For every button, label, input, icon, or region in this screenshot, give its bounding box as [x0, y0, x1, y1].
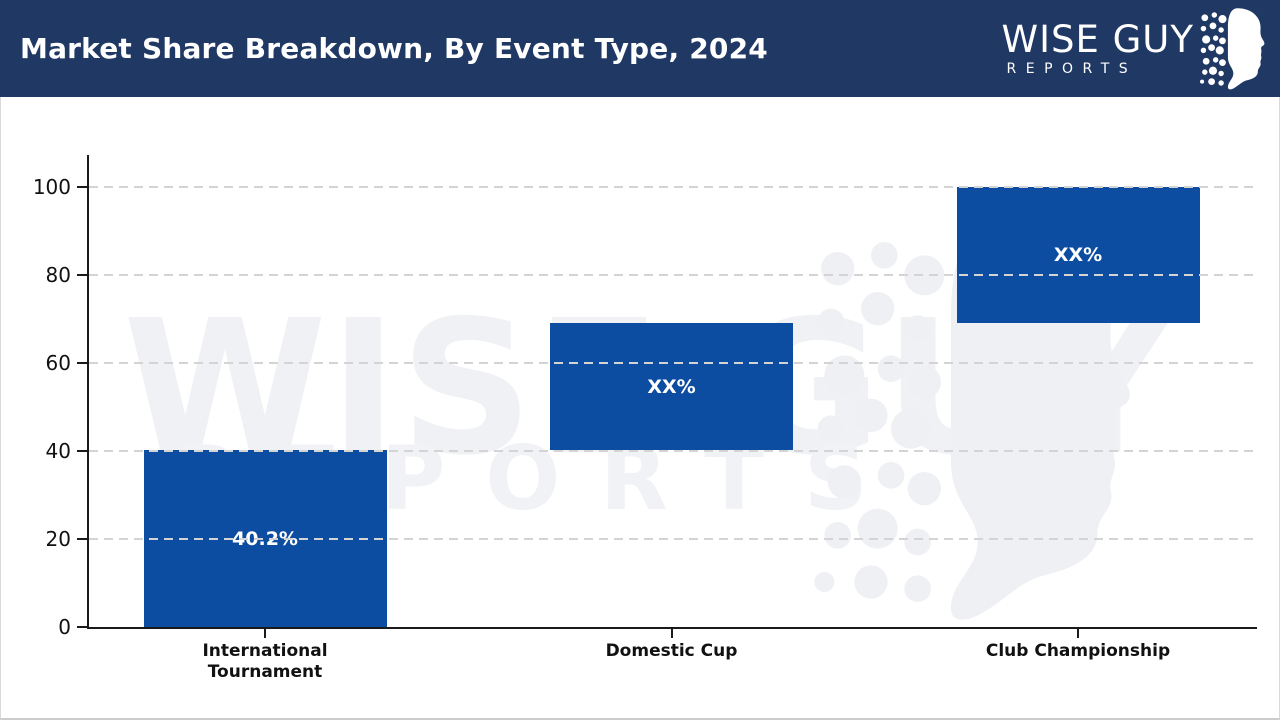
y-axis-spine: [87, 155, 89, 629]
y-tick: [77, 274, 87, 276]
logo-wordmark: WISE GUY: [1001, 18, 1194, 61]
x-tick: [264, 629, 266, 638]
y-tick-label: 100: [32, 175, 71, 199]
x-tick-label: Domestic Cup: [605, 641, 738, 661]
y-tick: [77, 450, 87, 452]
chart-area: WISE GUY REPORTS 40.2% XX% XX% 0 20 40 60 80 100…: [0, 97, 1280, 720]
plot: 40.2% XX% XX% 0 20 40 60 80 100 International Tou…: [1, 97, 1279, 718]
y-tick: [77, 186, 87, 188]
logo-text: WISE GUY REPORTS: [1001, 18, 1194, 78]
y-tick-label: 0: [58, 615, 71, 639]
y-tick: [77, 626, 87, 628]
chart-title: Market Share Breakdown, By Event Type, 2…: [20, 32, 768, 65]
y-tick: [77, 538, 87, 540]
bar-value-label: XX%: [647, 375, 696, 398]
gridline: [89, 450, 1257, 452]
logo-head-icon: [1200, 7, 1265, 89]
x-tick-label: International Tournament: [202, 641, 328, 682]
y-tick-label: 60: [45, 351, 71, 375]
x-tick: [670, 629, 673, 638]
gridline: [89, 274, 1257, 276]
x-tick: [1077, 629, 1079, 638]
logo-subtitle: REPORTS: [1006, 61, 1138, 77]
header: Market Share Breakdown, By Event Type, 2…: [0, 0, 1280, 97]
y-tick-label: 40: [45, 439, 71, 463]
x-tick-label: Club Championship: [985, 641, 1171, 661]
y-tick-label: 20: [45, 527, 71, 551]
gridline: [89, 538, 1257, 540]
y-tick: [77, 362, 87, 364]
y-tick-label: 80: [45, 263, 71, 287]
gridline: [89, 362, 1257, 364]
wiseguy-logo: WISE GUY REPORTS: [1001, 7, 1266, 90]
bar-segment: [550, 322, 793, 451]
bar-value-label: XX%: [1053, 243, 1103, 266]
gridline: [89, 186, 1257, 188]
x-axis-spine: [87, 627, 1257, 629]
